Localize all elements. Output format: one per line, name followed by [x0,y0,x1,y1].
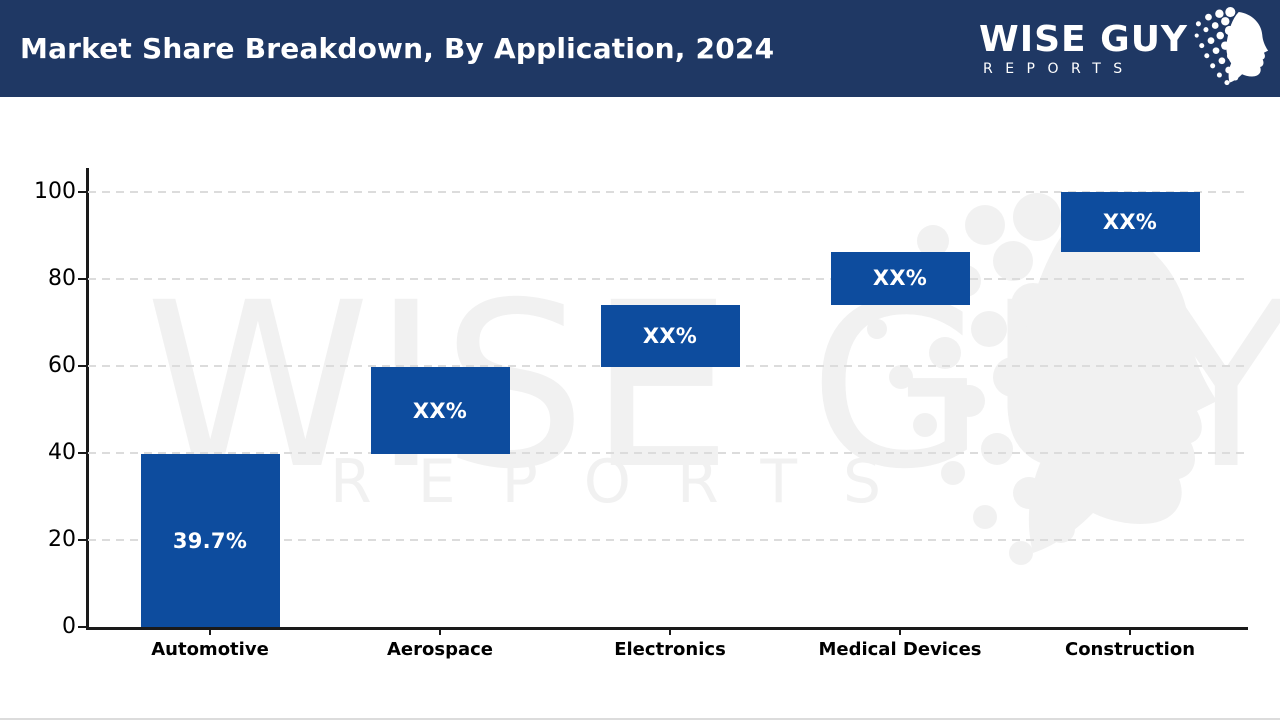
chart-title: Market Share Breakdown, By Application, … [20,32,775,65]
y-tick-mark-60 [78,365,87,367]
y-tick-label-100: 100 [34,179,76,204]
y-tick-mark-80 [78,278,87,280]
bar-value-label: XX% [412,398,468,423]
bar-electronics: XX% [600,304,740,367]
x-tick-mark-1 [209,627,211,635]
logo-text: WISE GUY REPORTS [979,21,1188,77]
gridline-20 [88,539,1248,541]
watermark-head-dots-icon [867,193,1217,565]
y-tick-mark-40 [78,452,87,454]
x-tick-mark-2 [439,627,441,635]
logo-head-icon [1194,7,1269,86]
y-axis-line [86,168,89,630]
bar-value-label: XX% [642,323,698,348]
waterfall-chart: 0 20 40 60 80 100 39.7% Automotive XX% Aerospace X… [0,97,1280,720]
bar-value-label: XX% [1102,209,1158,234]
watermark-text-secondary: REPORTS [330,447,928,517]
wise-guy-reports-logo: WISE GUY REPORTS [979,4,1274,94]
y-tick-label-40: 40 [48,440,76,465]
gridline-100 [88,191,1248,193]
y-tick-label-60: 60 [48,353,76,378]
x-tick-mark-3 [669,627,671,635]
x-category-label: Medical Devices [818,639,982,660]
gridline-80 [88,278,1248,280]
y-tick-label-20: 20 [48,527,76,552]
bar-construction: XX% [1060,192,1200,252]
gridline-40 [88,452,1248,454]
y-tick-mark-100 [78,191,87,193]
logo-wiseguy-label: WISE GUY [978,19,1188,61]
y-tick-mark-0 [78,626,87,628]
plot-area: 0 20 40 60 80 100 39.7% Automotive XX% Aerospace X… [0,97,1280,720]
bar-automotive: 39.7% [140,454,280,627]
bar-value-label: XX% [872,266,928,291]
bar-medical-devices: XX% [830,251,970,305]
y-tick-label-0: 0 [62,614,76,639]
x-tick-mark-4 [899,627,901,635]
bar-aerospace: XX% [370,366,510,455]
x-axis-line [86,627,1248,630]
x-category-label: Construction [1064,639,1196,660]
x-tick-mark-5 [1129,627,1131,635]
header-bar: Market Share Breakdown, By Application, … [0,0,1280,97]
logo-reports-label: REPORTS [982,60,1135,77]
x-category-label: Aerospace [386,639,493,660]
y-tick-label-80: 80 [48,266,76,291]
x-category-label: Automotive [151,639,269,660]
bar-value-label: 39.7% [172,528,248,553]
x-category-label: Electronics [614,639,726,660]
y-tick-mark-20 [78,539,87,541]
